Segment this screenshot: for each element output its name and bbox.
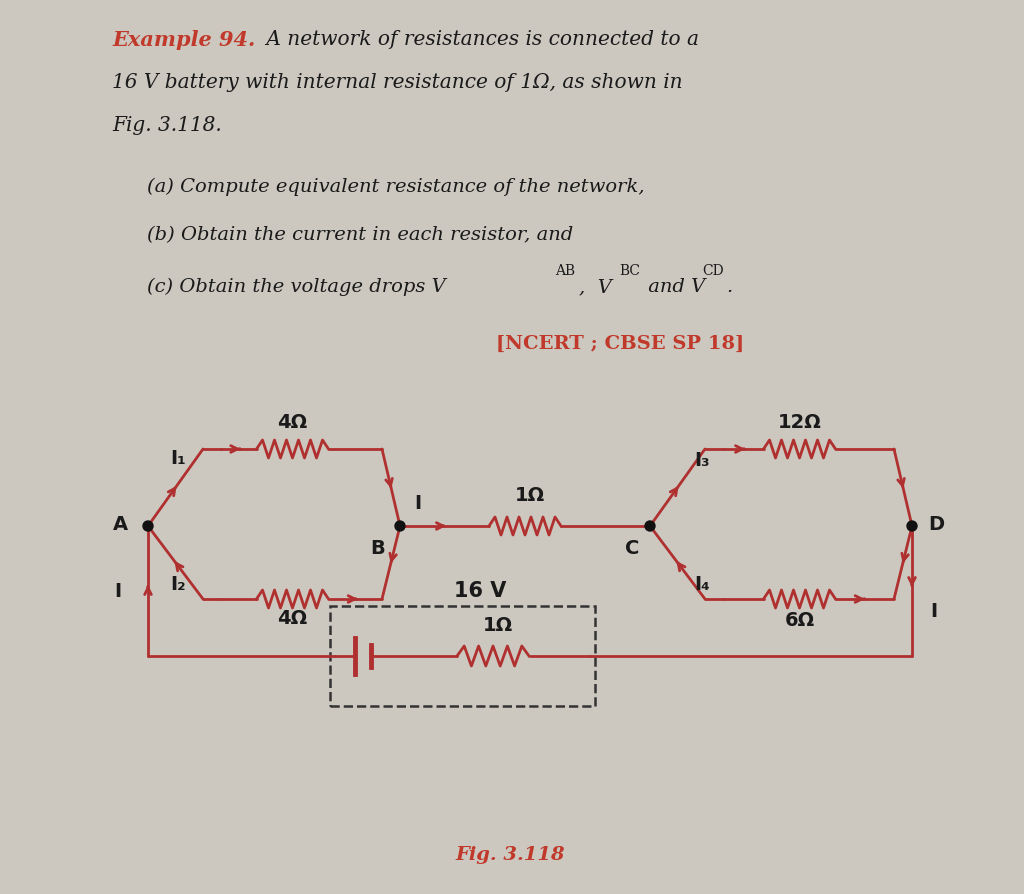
Text: [NCERT ; CBSE SP 18]: [NCERT ; CBSE SP 18]: [496, 334, 744, 352]
Text: Example 94.: Example 94.: [112, 30, 255, 50]
Circle shape: [143, 521, 153, 531]
Circle shape: [907, 521, 918, 531]
Text: BC: BC: [618, 264, 640, 278]
Text: D: D: [928, 515, 944, 534]
Text: 4Ω: 4Ω: [278, 608, 307, 628]
Text: 6Ω: 6Ω: [784, 611, 814, 629]
Text: CD: CD: [702, 264, 724, 278]
Text: (c) Obtain the voltage drops V: (c) Obtain the voltage drops V: [147, 278, 445, 296]
Text: and V: and V: [642, 278, 706, 296]
Text: B: B: [371, 539, 385, 558]
Text: I₃: I₃: [694, 451, 710, 469]
Text: 16 V battery with internal resistance of 1Ω, as shown in: 16 V battery with internal resistance of…: [112, 73, 683, 92]
Text: C: C: [625, 539, 639, 558]
Text: ,  V: , V: [579, 278, 612, 296]
Text: A network of resistances is connected to a: A network of resistances is connected to…: [260, 30, 699, 49]
Text: 1Ω: 1Ω: [483, 615, 513, 634]
Text: (a) Compute equivalent resistance of the network,: (a) Compute equivalent resistance of the…: [147, 178, 645, 196]
Circle shape: [645, 521, 655, 531]
Text: Fig. 3.118: Fig. 3.118: [456, 845, 565, 863]
Text: .: .: [726, 278, 732, 296]
Text: (b) Obtain the current in each resistor, and: (b) Obtain the current in each resistor,…: [147, 226, 573, 244]
Circle shape: [395, 521, 406, 531]
Text: A: A: [113, 515, 128, 534]
Text: I₄: I₄: [694, 574, 710, 594]
Text: Fig. 3.118.: Fig. 3.118.: [112, 116, 222, 135]
Text: 1Ω: 1Ω: [515, 485, 545, 504]
Text: 16 V: 16 V: [454, 580, 506, 601]
Text: 4Ω: 4Ω: [278, 412, 307, 432]
Text: 12Ω: 12Ω: [777, 412, 821, 432]
Text: I: I: [115, 581, 122, 601]
Text: I: I: [931, 602, 938, 620]
Text: I: I: [414, 493, 421, 512]
Text: I₁: I₁: [170, 449, 185, 468]
Text: AB: AB: [555, 264, 575, 278]
Text: I₂: I₂: [170, 574, 185, 594]
Bar: [330, 606, 595, 706]
